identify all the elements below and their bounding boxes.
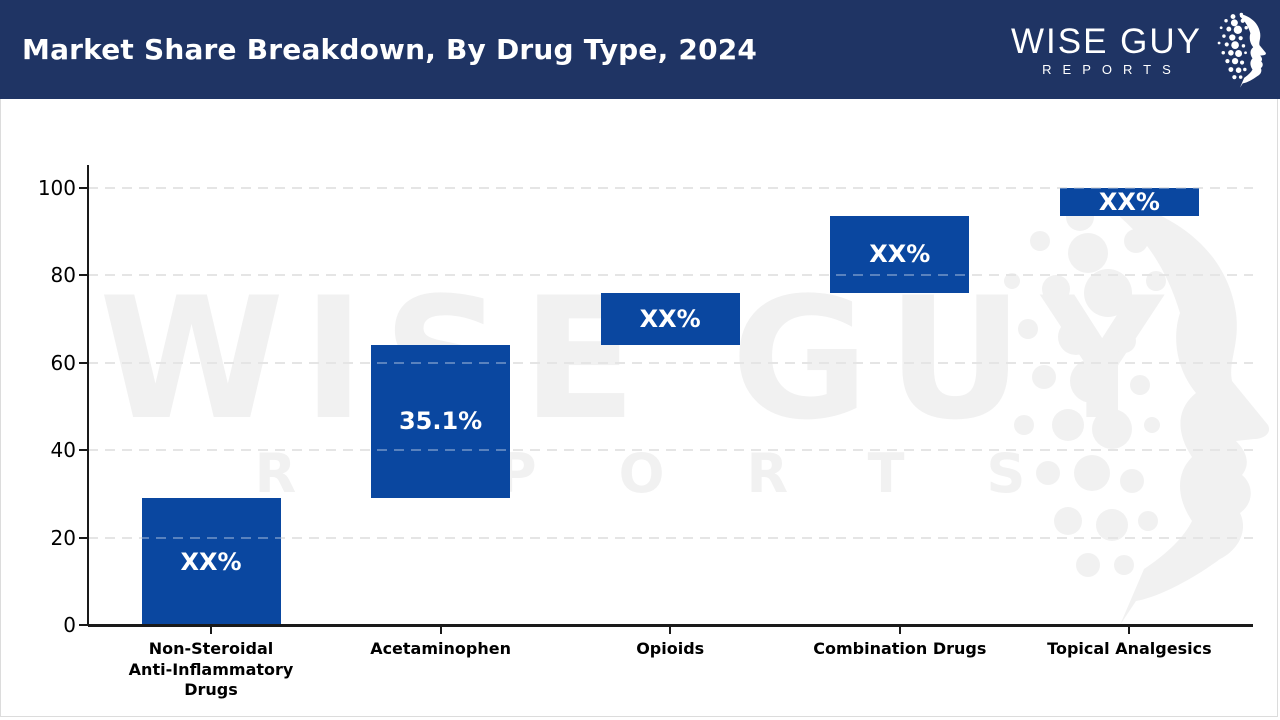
gridline-overlay — [88, 186, 1253, 189]
x-axis-line — [88, 624, 1253, 627]
bar-segment — [141, 498, 281, 625]
logo-subtext: REPORTS — [1042, 61, 1182, 77]
bar-segment — [371, 344, 511, 499]
chart-title: Market Share Breakdown, By Drug Type, 20… — [22, 33, 758, 66]
gridline — [88, 536, 1253, 539]
gridline — [88, 361, 1253, 364]
y-tick-mark — [79, 186, 88, 189]
y-tick-mark — [79, 274, 88, 276]
bar-value-label: XX% — [180, 547, 242, 576]
y-tick-mark — [79, 361, 88, 364]
gridline — [88, 449, 1253, 451]
x-tick-mark — [898, 627, 901, 634]
x-tick-mark — [439, 627, 442, 634]
y-tick-label: 100 — [37, 175, 76, 200]
logo-text: WISE GUY REPORTS — [1011, 24, 1202, 76]
chart-area: WISE GUY REPORTS 0 20 40 60 80 100 XX% Non-Ster… — [0, 99, 1280, 720]
logo-wordmark: WISE GUY — [1010, 21, 1202, 61]
category-label: Opioids — [636, 639, 705, 658]
gridline-overlay — [88, 449, 1253, 451]
x-tick-mark — [1128, 627, 1131, 634]
gridline-overlay — [88, 536, 1253, 539]
bar-value-label: XX% — [869, 240, 931, 268]
x-tick-mark — [210, 627, 212, 634]
wiseguy-logo: WISE GUY REPORTS — [1011, 11, 1268, 89]
y-tick-label: 60 — [50, 350, 76, 375]
bar-segment — [830, 215, 970, 293]
category-label: Topical Analgesics — [1047, 639, 1212, 658]
category-label: Non-Steroidal Anti-Inflammatory Drugs — [128, 639, 294, 699]
y-tick-mark — [79, 449, 88, 451]
x-tick-mark — [669, 627, 672, 634]
category-label: Combination Drugs — [813, 639, 987, 658]
y-tick-label: 40 — [50, 438, 76, 462]
gridline-overlay — [88, 361, 1253, 364]
header-bar: Market Share Breakdown, By Drug Type, 20… — [0, 0, 1280, 99]
bar-value-label: 35.1% — [398, 407, 483, 436]
y-tick-label: 0 — [63, 613, 76, 637]
y-tick-mark — [79, 624, 88, 626]
gridline — [88, 186, 1253, 189]
y-tick-label: 80 — [50, 263, 76, 287]
bar-value-label: XX% — [639, 304, 701, 333]
bar-value-label: XX% — [1098, 187, 1160, 216]
y-axis-line — [87, 165, 89, 626]
y-tick-label: 20 — [50, 525, 76, 550]
gridline — [88, 274, 1253, 276]
category-label: Acetaminophen — [370, 639, 511, 658]
gridline-overlay — [88, 274, 1253, 276]
bar-segment — [600, 292, 740, 345]
y-tick-mark — [79, 536, 88, 539]
